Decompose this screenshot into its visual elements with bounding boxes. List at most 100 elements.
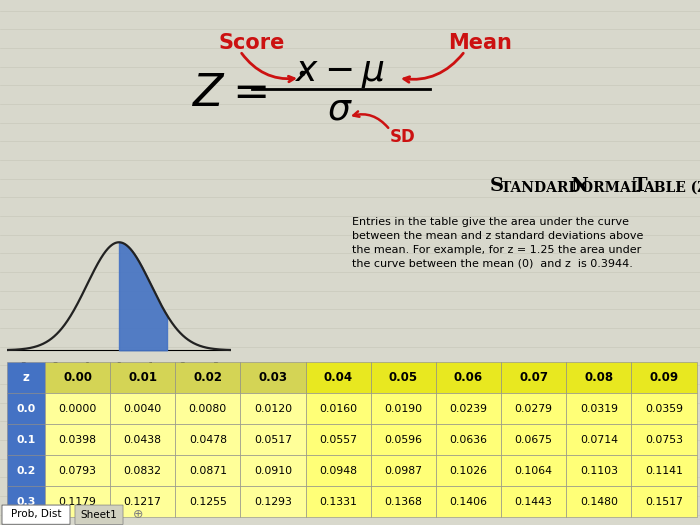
Bar	[175, 362, 240, 393]
Bar	[240, 455, 306, 486]
Bar	[110, 424, 175, 455]
FancyBboxPatch shape	[2, 505, 70, 524]
Text: 0.0438: 0.0438	[124, 435, 162, 445]
Text: 0.1368: 0.1368	[384, 497, 422, 507]
Bar	[631, 455, 696, 486]
Text: 0.1179: 0.1179	[59, 497, 97, 507]
Bar	[45, 393, 110, 424]
Text: Sheet1: Sheet1	[80, 509, 118, 520]
Text: 0.0832: 0.0832	[124, 466, 162, 476]
Bar	[371, 486, 436, 517]
Text: 0.1217: 0.1217	[124, 497, 162, 507]
Text: 0.1141: 0.1141	[645, 466, 683, 476]
Text: 0.09: 0.09	[650, 371, 678, 384]
Bar	[175, 393, 240, 424]
Text: Mean: Mean	[448, 33, 512, 53]
Text: 0.2: 0.2	[16, 466, 36, 476]
Text: 0.1103: 0.1103	[580, 466, 618, 476]
Text: TANDARD: TANDARD	[501, 181, 585, 195]
Text: 0.1443: 0.1443	[514, 497, 552, 507]
Text: 0.1480: 0.1480	[580, 497, 618, 507]
Text: 0.1: 0.1	[16, 435, 36, 445]
Bar	[240, 486, 306, 517]
Bar	[7, 486, 45, 517]
Text: Entries in the table give the area under the curve
between the mean and z standa: Entries in the table give the area under…	[352, 217, 643, 269]
Bar	[45, 455, 110, 486]
Bar	[175, 424, 240, 455]
Bar	[45, 362, 110, 393]
Text: 0.1064: 0.1064	[514, 466, 552, 476]
Bar	[175, 455, 240, 486]
Bar	[45, 486, 110, 517]
Text: $Z =$: $Z =$	[192, 71, 267, 114]
Bar	[7, 424, 45, 455]
Bar	[631, 486, 696, 517]
Bar	[306, 455, 371, 486]
Bar	[240, 424, 306, 455]
Text: S: S	[490, 177, 504, 195]
Text: 0.3: 0.3	[16, 497, 36, 507]
Bar	[240, 393, 306, 424]
Text: 0.04: 0.04	[323, 371, 353, 384]
Bar	[501, 362, 566, 393]
Text: 0.0910: 0.0910	[254, 466, 292, 476]
Text: T: T	[633, 177, 648, 195]
Text: z: z	[22, 371, 29, 384]
Text: 0.1293: 0.1293	[254, 497, 292, 507]
Text: 0.0557: 0.0557	[319, 435, 357, 445]
Text: 0.0596: 0.0596	[384, 435, 422, 445]
Bar	[566, 393, 631, 424]
Text: 0.1255: 0.1255	[189, 497, 227, 507]
Bar	[175, 486, 240, 517]
Text: Score: Score	[218, 33, 284, 53]
Text: 0.0: 0.0	[16, 404, 36, 414]
Bar	[371, 393, 436, 424]
Text: Prob, Dist: Prob, Dist	[10, 509, 62, 520]
Text: 0.0517: 0.0517	[254, 435, 292, 445]
Text: 0.06: 0.06	[454, 371, 483, 384]
Text: 0.0636: 0.0636	[449, 435, 487, 445]
Text: 0.0190: 0.0190	[384, 404, 422, 414]
Text: 0.1026: 0.1026	[449, 466, 487, 476]
Bar	[110, 455, 175, 486]
Bar	[306, 486, 371, 517]
Bar	[110, 393, 175, 424]
Text: 0.0793: 0.0793	[59, 466, 97, 476]
Text: ABLE (Z): ABLE (Z)	[643, 181, 700, 195]
Text: $\sigma$: $\sigma$	[327, 93, 353, 127]
Text: 0.1406: 0.1406	[449, 497, 487, 507]
Text: 0.0080: 0.0080	[189, 404, 227, 414]
Text: 0.0714: 0.0714	[580, 435, 618, 445]
Text: 0.1331: 0.1331	[319, 497, 357, 507]
Bar	[7, 455, 45, 486]
Text: 0.0359: 0.0359	[645, 404, 683, 414]
Bar	[501, 424, 566, 455]
Bar	[371, 424, 436, 455]
Bar	[631, 393, 696, 424]
Bar	[631, 424, 696, 455]
Text: 0.0319: 0.0319	[580, 404, 618, 414]
Text: 0.0398: 0.0398	[59, 435, 97, 445]
Text: 0.0000: 0.0000	[58, 404, 97, 414]
Text: 0.0040: 0.0040	[123, 404, 162, 414]
Text: 0.0948: 0.0948	[319, 466, 357, 476]
Text: $x - \mu$: $x - \mu$	[295, 56, 385, 90]
Text: 0.05: 0.05	[389, 371, 418, 384]
Text: 0.03: 0.03	[258, 371, 288, 384]
Bar	[566, 455, 631, 486]
Bar	[501, 393, 566, 424]
Bar	[631, 362, 696, 393]
Text: 0.0160: 0.0160	[319, 404, 357, 414]
Bar	[501, 455, 566, 486]
Text: 0.0871: 0.0871	[189, 466, 227, 476]
Text: ⊕: ⊕	[133, 508, 144, 521]
Bar	[436, 362, 501, 393]
Bar	[371, 362, 436, 393]
Text: 0.0753: 0.0753	[645, 435, 683, 445]
Bar	[306, 362, 371, 393]
Text: 0.00: 0.00	[63, 371, 92, 384]
Bar	[501, 486, 566, 517]
Text: 0.07: 0.07	[519, 371, 548, 384]
Text: 0.0279: 0.0279	[514, 404, 552, 414]
Text: ORMAL: ORMAL	[581, 181, 645, 195]
